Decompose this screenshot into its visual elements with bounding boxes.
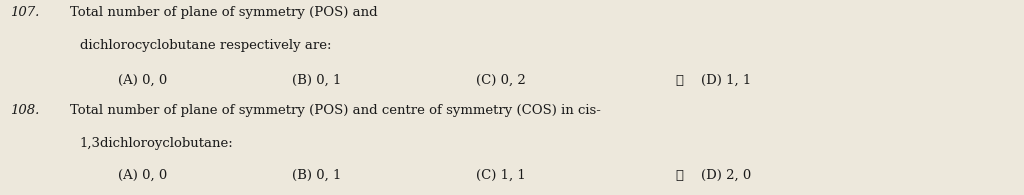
Text: (D) 2, 0: (D) 2, 0 bbox=[701, 169, 752, 182]
Text: ✓: ✓ bbox=[676, 169, 684, 182]
Text: 108.: 108. bbox=[10, 104, 40, 117]
Text: (A) 0, 0: (A) 0, 0 bbox=[118, 74, 167, 87]
Text: Total number of plane of symmetry (POS) and: Total number of plane of symmetry (POS) … bbox=[70, 6, 377, 19]
Text: (A) 0, 0: (A) 0, 0 bbox=[118, 169, 167, 182]
Text: ✓: ✓ bbox=[676, 74, 684, 87]
Text: 1,3dichloroyclobutane:: 1,3dichloroyclobutane: bbox=[80, 136, 233, 150]
Text: 107.: 107. bbox=[10, 6, 40, 19]
Text: (D) 1, 1: (D) 1, 1 bbox=[701, 74, 752, 87]
Text: (B) 0, 1: (B) 0, 1 bbox=[292, 74, 341, 87]
Text: (C) 1, 1: (C) 1, 1 bbox=[476, 169, 526, 182]
Text: (C) 0, 2: (C) 0, 2 bbox=[476, 74, 526, 87]
Text: Total number of plane of symmetry (POS) and centre of symmetry (COS) in cis-: Total number of plane of symmetry (POS) … bbox=[70, 104, 600, 117]
Text: (B) 0, 1: (B) 0, 1 bbox=[292, 169, 341, 182]
Text: dichlorocyclobutane respectively are:: dichlorocyclobutane respectively are: bbox=[80, 39, 332, 52]
